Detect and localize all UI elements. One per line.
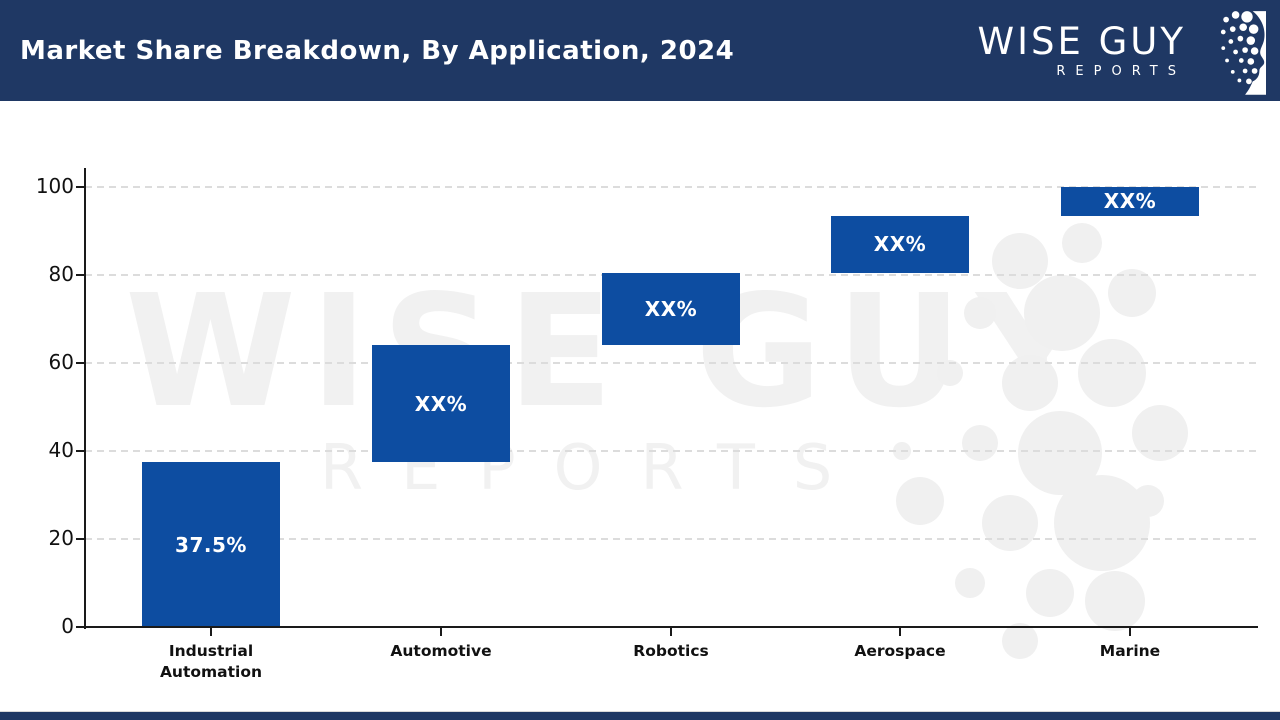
bar-value-label: XX%	[1103, 189, 1157, 214]
watermark-head-dots-graphic	[893, 223, 1188, 659]
x-tick-mark	[1129, 627, 1131, 636]
footer-bar	[0, 711, 1280, 720]
logo-reports-text: REPORTS	[1056, 63, 1186, 79]
y-tick-label: 60	[48, 350, 74, 374]
y-tick-mark	[76, 186, 84, 188]
category-label: Marine	[1099, 642, 1161, 660]
y-tick-label: 40	[48, 438, 74, 462]
bar: 37.5%	[142, 462, 280, 627]
bar-value-label: XX%	[644, 297, 698, 322]
x-tick-mark	[670, 627, 672, 636]
bar-value-label: 37.5%	[175, 532, 247, 557]
bar-value-label: XX%	[873, 232, 927, 257]
y-tick-label: 80	[48, 262, 74, 286]
gridline	[85, 538, 1258, 540]
logo-wordmark: WISE GUY REPORTS	[978, 23, 1186, 79]
header-bar: Market Share Breakdown, By Application, …	[0, 0, 1280, 101]
logo-head-icon	[1220, 10, 1266, 95]
y-tick-label: 20	[48, 526, 74, 550]
bar: XX%	[602, 272, 740, 346]
gridline	[85, 362, 1258, 364]
x-axis-line	[84, 626, 1258, 628]
x-tick-mark	[210, 627, 212, 636]
bar: XX%	[372, 345, 510, 462]
gridline	[85, 186, 1258, 188]
chart-title: Market Share Breakdown, By Application, …	[20, 35, 735, 66]
category-label: Aerospace	[854, 642, 946, 660]
category-label: Automotive	[390, 642, 492, 660]
logo-wise-guy-text: WISE GUY	[977, 19, 1186, 63]
x-tick-mark	[440, 627, 442, 636]
bar-value-label: XX%	[414, 391, 468, 416]
y-tick-mark	[76, 274, 84, 276]
y-tick-mark	[76, 626, 84, 628]
y-tick-mark	[76, 362, 84, 364]
y-tick-label: 100	[35, 174, 74, 198]
gridline	[85, 450, 1258, 452]
y-tick-mark	[76, 450, 84, 452]
y-tick-label: 0	[61, 614, 74, 638]
x-tick-mark	[899, 627, 901, 636]
category-label: Robotics	[633, 642, 709, 660]
wise-guy-reports-logo: WISE GUY REPORTS	[978, 6, 1280, 96]
y-tick-mark	[76, 538, 84, 540]
y-axis-line	[84, 168, 86, 629]
category-label: Industrial Automation	[159, 642, 263, 681]
bar: XX%	[831, 215, 969, 273]
bar: XX%	[1061, 187, 1199, 216]
